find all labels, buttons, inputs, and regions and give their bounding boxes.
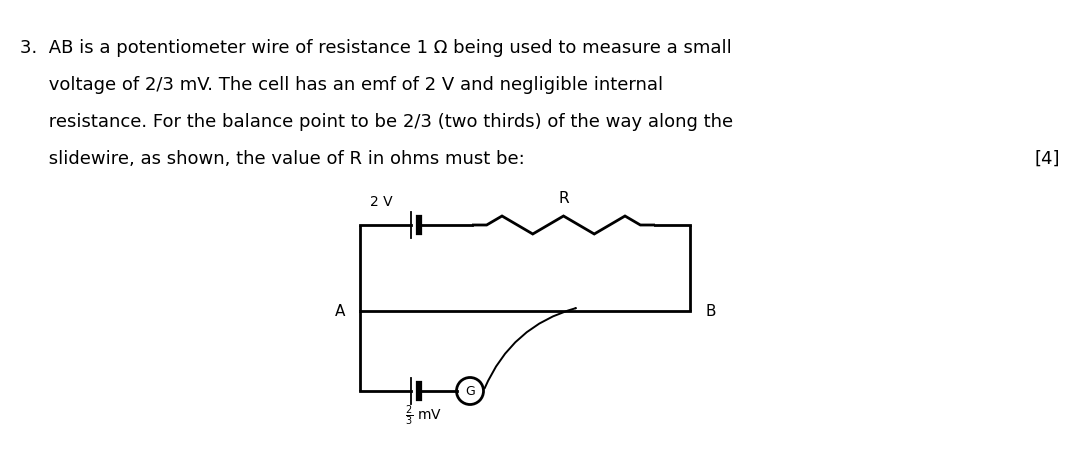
Text: $\frac{2}{3}$ mV: $\frac{2}{3}$ mV <box>405 403 442 427</box>
Text: resistance. For the balance point to be 2/3 (two thirds) of the way along the: resistance. For the balance point to be … <box>21 113 733 131</box>
Text: G: G <box>465 385 475 398</box>
FancyArrowPatch shape <box>485 308 576 388</box>
Text: R: R <box>558 191 569 206</box>
Text: slidewire, as shown, the value of R in ohms must be:: slidewire, as shown, the value of R in o… <box>21 150 525 168</box>
Text: voltage of 2/3 mV. The cell has an emf of 2 V and negligible internal: voltage of 2/3 mV. The cell has an emf o… <box>21 76 663 94</box>
Text: A: A <box>335 304 345 319</box>
Text: B: B <box>705 304 716 319</box>
Text: 2 V: 2 V <box>370 194 393 208</box>
Text: [4]: [4] <box>1035 150 1059 168</box>
Text: 3.  AB is a potentiometer wire of resistance 1 Ω being used to measure a small: 3. AB is a potentiometer wire of resista… <box>21 39 732 57</box>
